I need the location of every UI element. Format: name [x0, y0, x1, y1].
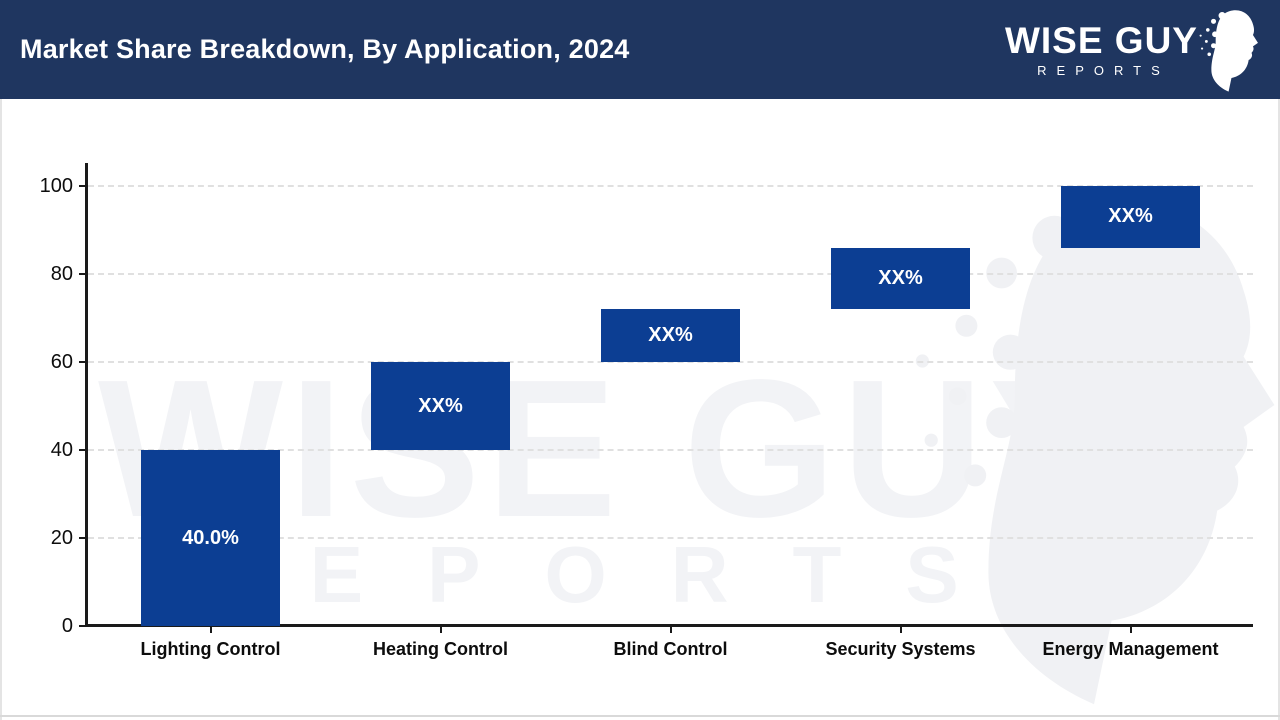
y-tick-label-60: 60	[50, 351, 73, 373]
logo-wordmark: WISE GUY	[1004, 20, 1198, 61]
x-tick-label-4: Energy Management	[1042, 639, 1219, 659]
x-tickmark-0	[209, 626, 212, 633]
bar-energy-management: XX%	[1061, 186, 1200, 248]
y-tickmark-80	[79, 273, 86, 275]
gridline-80	[88, 273, 1253, 275]
y-tickmark-0	[79, 625, 86, 627]
x-tick-label-0: Lighting Control	[140, 639, 281, 659]
gridline-100	[88, 185, 1253, 187]
x-tickmark-1	[439, 626, 442, 633]
logo-subtext: REPORTS	[1037, 63, 1170, 78]
page-border-bottom	[0, 715, 1280, 717]
x-tick-label-3: Security Systems	[825, 639, 976, 659]
y-tickmark-40	[79, 449, 86, 451]
bar-value-label: XX%	[648, 324, 693, 347]
bar-blind-control: XX%	[601, 309, 740, 362]
bar-value-label: XX%	[878, 266, 923, 289]
bar-value-label: XX%	[418, 394, 463, 417]
x-tickmark-2	[669, 626, 672, 633]
logo-text: WISE GUY REPORTS	[1005, 22, 1198, 78]
bar-security-systems: XX%	[831, 247, 970, 310]
logo-face-icon	[1199, 10, 1258, 92]
bar-value-label: XX%	[1108, 205, 1153, 228]
y-tickmark-100	[79, 185, 86, 187]
y-tickmark-20	[79, 537, 86, 539]
page-border-right	[1278, 99, 1280, 720]
header: Market Share Breakdown, By Application, …	[0, 0, 1280, 99]
bar-value-label: 40.0%	[182, 526, 239, 549]
x-tickmark-4	[1129, 626, 1132, 633]
gridline-20	[88, 537, 1253, 539]
y-tick-label-80: 80	[50, 263, 73, 285]
bar-heating-control: XX%	[371, 362, 510, 450]
x-tick-label-1: Heating Control	[373, 639, 508, 659]
bar-lighting-control: 40.0%	[141, 450, 280, 626]
x-tick-label-2: Blind Control	[613, 639, 728, 659]
y-tick-label-40: 40	[50, 439, 73, 461]
y-tick-label-100: 100	[39, 175, 73, 197]
y-tick-label-20: 20	[50, 527, 73, 549]
logo: WISE GUY REPORTS	[1005, 7, 1268, 93]
gridline-40	[88, 449, 1253, 451]
y-tick-label-0: 0	[61, 615, 73, 637]
x-tickmark-3	[899, 626, 902, 633]
page-title: Market Share Breakdown, By Application, …	[20, 34, 630, 64]
y-tickmark-60	[79, 361, 86, 363]
x-axis-line	[85, 624, 1253, 627]
page-border-left	[0, 99, 2, 720]
gridline-60	[88, 361, 1253, 363]
y-axis-line	[85, 163, 88, 626]
